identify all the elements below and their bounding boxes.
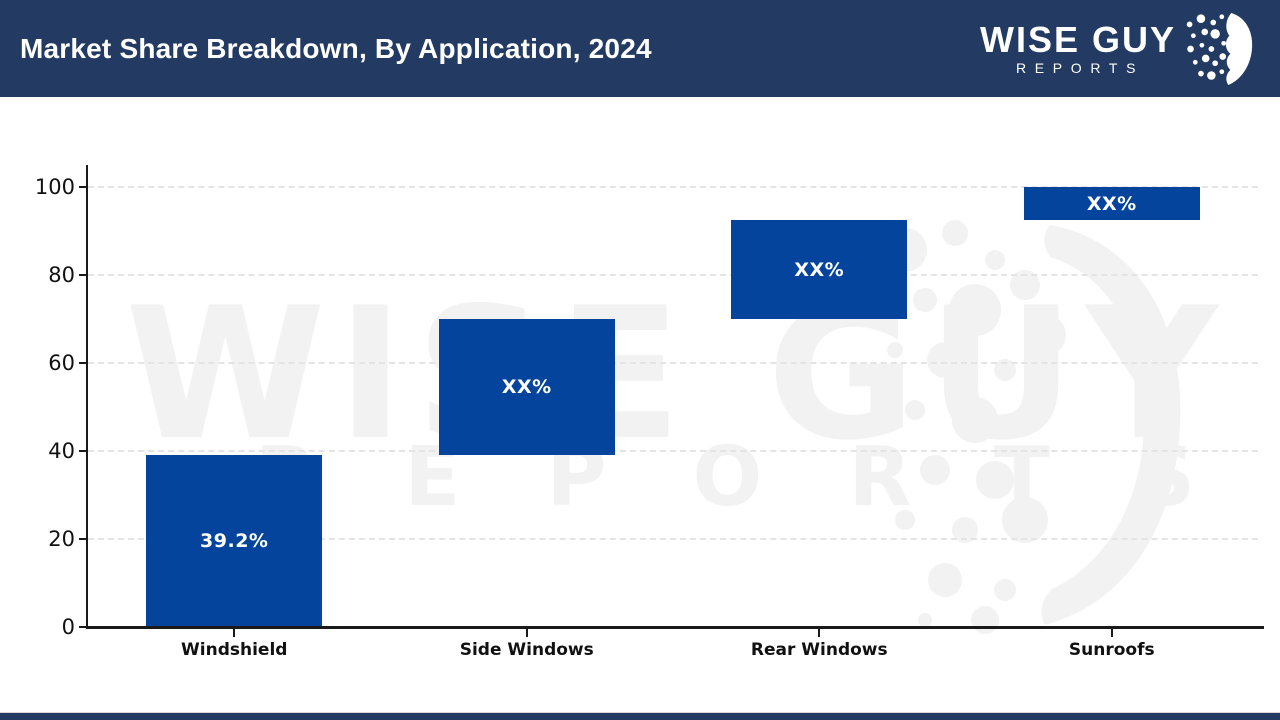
y-tick-mark	[79, 362, 88, 364]
wiseguy-logo: WISE GUY REPORTS	[980, 11, 1254, 87]
logo-wordmark-line1: WISE GUY	[979, 18, 1176, 60]
bar-value-label: 39.2%	[200, 529, 269, 552]
y-tick-mark	[79, 186, 88, 188]
y-tick-mark	[79, 538, 88, 540]
y-tick-label: 60	[48, 351, 75, 375]
x-tick-mark	[818, 628, 821, 637]
y-tick-label: 80	[48, 263, 75, 287]
y-tick-label: 100	[34, 175, 75, 199]
gridline	[88, 450, 1258, 452]
footer-bar	[0, 713, 1280, 720]
x-tick-mark	[233, 628, 236, 637]
logo-wordmark-line2: REPORTS	[1015, 59, 1145, 76]
page-title: Market Share Breakdown, By Application, …	[20, 32, 652, 64]
watermark-text-line1: WISE GUY	[125, 268, 1229, 480]
chart-bar: XX%	[731, 220, 908, 319]
x-tick-mark	[525, 628, 528, 637]
gridline	[88, 274, 1258, 276]
bar-value-label: XX%	[1086, 192, 1137, 215]
y-tick-label: 0	[61, 615, 75, 639]
x-axis-line	[86, 626, 1264, 629]
wiseguy-face-icon	[1186, 12, 1253, 85]
footer-divider	[0, 712, 1280, 713]
chart-bar: 39.2%	[146, 454, 323, 627]
bar-value-label: XX%	[794, 258, 845, 281]
y-tick-label: 20	[48, 527, 75, 551]
x-tick-label: Side Windows	[459, 640, 594, 660]
x-tick-label: Windshield	[181, 640, 288, 660]
x-tick-label: Rear Windows	[750, 640, 888, 660]
y-axis-line	[86, 165, 88, 629]
x-tick-mark	[1110, 628, 1113, 637]
y-tick-mark	[79, 450, 88, 452]
gridline	[88, 186, 1258, 188]
gridline	[88, 538, 1258, 540]
watermark-face-icon	[883, 220, 1181, 634]
x-tick-label: Sunroofs	[1068, 640, 1155, 660]
y-tick-mark	[79, 626, 88, 628]
y-tick-label: 40	[48, 439, 75, 463]
chart-bar: XX%	[1023, 187, 1200, 220]
bar-value-label: XX%	[501, 375, 552, 398]
y-tick-mark	[79, 274, 88, 276]
gridline	[88, 362, 1258, 364]
chart-bar: XX%	[438, 319, 615, 455]
header-bar: Market Share Breakdown, By Application, …	[0, 0, 1280, 97]
logo-wordmark: WISE GUY REPORTS	[979, 18, 1176, 76]
